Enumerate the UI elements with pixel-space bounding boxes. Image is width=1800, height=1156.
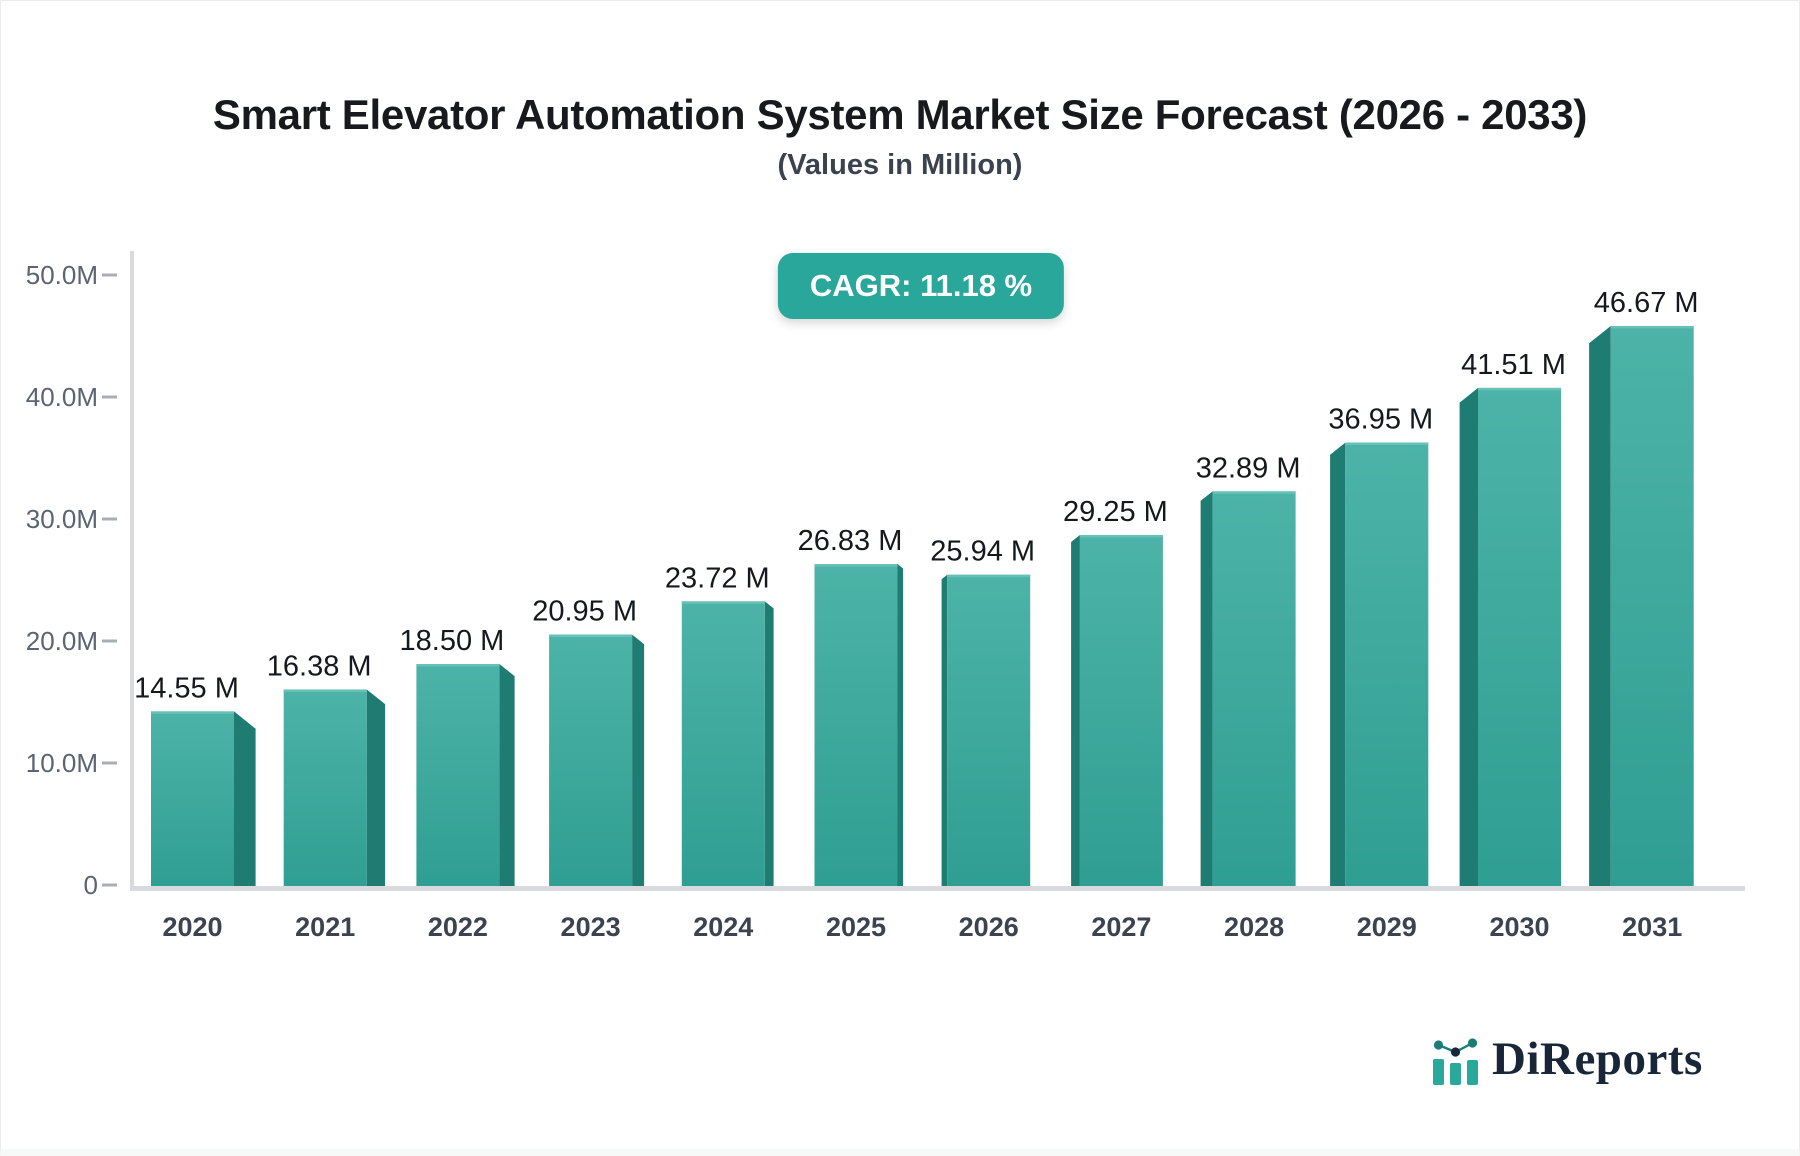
bar-group-2021: 16.38 M <box>267 650 386 889</box>
chart-subtitle: (Values in Million) <box>777 149 1023 181</box>
bar-side-face <box>1200 491 1213 889</box>
x-axis-label-2020: 2020 <box>162 912 222 942</box>
bar-value-label: 46.67 M <box>1594 287 1699 319</box>
x-axis-label-2023: 2023 <box>561 912 621 942</box>
bar-side-face <box>632 634 645 889</box>
x-axis-label-2030: 2030 <box>1489 912 1549 942</box>
y-axis-label-30.0M: 30.0M <box>26 504 98 534</box>
bar-group-2030: 41.51 M <box>1459 349 1566 889</box>
bar-group-2029: 36.95 M <box>1328 404 1433 889</box>
y-axis-tick <box>102 639 117 643</box>
bar-group-2026: 25.94 M <box>930 536 1035 889</box>
bar-front-face <box>1079 535 1163 889</box>
bar-group-2022: 18.50 M <box>400 625 515 889</box>
bar-group-2027: 29.25 M <box>1063 496 1168 889</box>
y-axis-tick <box>102 517 117 521</box>
bar-front-face <box>1478 387 1561 889</box>
bar-side-face <box>1459 387 1478 889</box>
x-axis-label-2026: 2026 <box>959 912 1019 942</box>
y-axis-tick <box>102 883 117 887</box>
y-axis-line <box>130 251 134 891</box>
bar-group-2023: 20.95 M <box>532 596 645 889</box>
y-axis-label-0: 0 <box>84 870 98 900</box>
bar-value-label: 23.72 M <box>665 562 770 594</box>
chart-title: Smart Elevator Automation System Market … <box>212 91 1588 138</box>
bar-value-label: 36.95 M <box>1328 404 1433 436</box>
bar-value-label: 26.83 M <box>798 525 903 557</box>
bar-front-face <box>1345 442 1429 889</box>
bar-group-2020: 14.55 M <box>134 672 256 889</box>
bar-value-label: 41.51 M <box>1461 349 1566 381</box>
x-axis-label-2029: 2029 <box>1357 912 1417 942</box>
x-axis-label-2021: 2021 <box>295 912 355 942</box>
x-axis-label-2031: 2031 <box>1622 912 1682 942</box>
bar-front-face <box>151 711 234 889</box>
x-axis-label-2027: 2027 <box>1091 912 1151 942</box>
bar-side-face <box>941 574 948 889</box>
bar-value-label: 20.95 M <box>532 596 637 628</box>
bar-side-face <box>234 711 256 889</box>
bar-side-face <box>897 564 904 889</box>
bar-group-2028: 32.89 M <box>1196 452 1301 889</box>
bar-front-face <box>283 689 367 889</box>
bar-front-face <box>814 564 898 889</box>
y-axis-tick <box>102 395 117 399</box>
x-axis-line <box>130 886 1745 891</box>
bar-value-label: 25.94 M <box>930 536 1035 568</box>
bar-side-face <box>366 689 386 889</box>
bar-side-face <box>764 601 774 889</box>
bar-value-label: 18.50 M <box>400 625 505 657</box>
y-axis-label-50.0M: 50.0M <box>26 260 98 290</box>
x-axis-label-2028: 2028 <box>1224 912 1284 942</box>
x-axis-label-2025: 2025 <box>826 912 886 942</box>
y-axis-label-10.0M: 10.0M <box>26 748 98 778</box>
x-axis-label-2022: 2022 <box>428 912 488 942</box>
bar-group-2031: 46.67 M <box>1589 287 1699 890</box>
bar-front-face <box>947 574 1031 889</box>
bar-group-2024: 23.72 M <box>665 562 774 889</box>
x-axis-label-2024: 2024 <box>693 912 753 942</box>
bar-value-label: 29.25 M <box>1063 496 1168 528</box>
bar-value-label: 14.55 M <box>134 672 239 704</box>
bar-front-face <box>416 664 500 889</box>
bar-side-face <box>1071 535 1080 889</box>
bar-side-face <box>1330 442 1346 889</box>
bar-front-face <box>549 634 633 889</box>
y-axis-label-20.0M: 20.0M <box>26 626 98 656</box>
y-axis-tick <box>102 761 117 765</box>
direports-logo: DiReports <box>1433 1033 1703 1085</box>
y-axis-label-40.0M: 40.0M <box>26 382 98 412</box>
bar-value-label: 16.38 M <box>267 650 372 682</box>
bar-front-face <box>681 601 765 889</box>
logo-bar-line-chart-icon <box>1433 1038 1478 1085</box>
bar-value-label: 32.89 M <box>1196 452 1301 484</box>
logo-text: DiReports <box>1492 1033 1703 1085</box>
cagr-badge: CAGR: 11.18 % <box>777 253 1065 319</box>
y-axis-tick <box>102 273 117 277</box>
bar-front-face <box>1610 325 1694 890</box>
bar-side-face <box>1589 325 1611 890</box>
bar-front-face <box>1212 491 1296 889</box>
bar-group-2025: 26.83 M <box>798 525 904 889</box>
bar-side-face <box>499 664 515 889</box>
